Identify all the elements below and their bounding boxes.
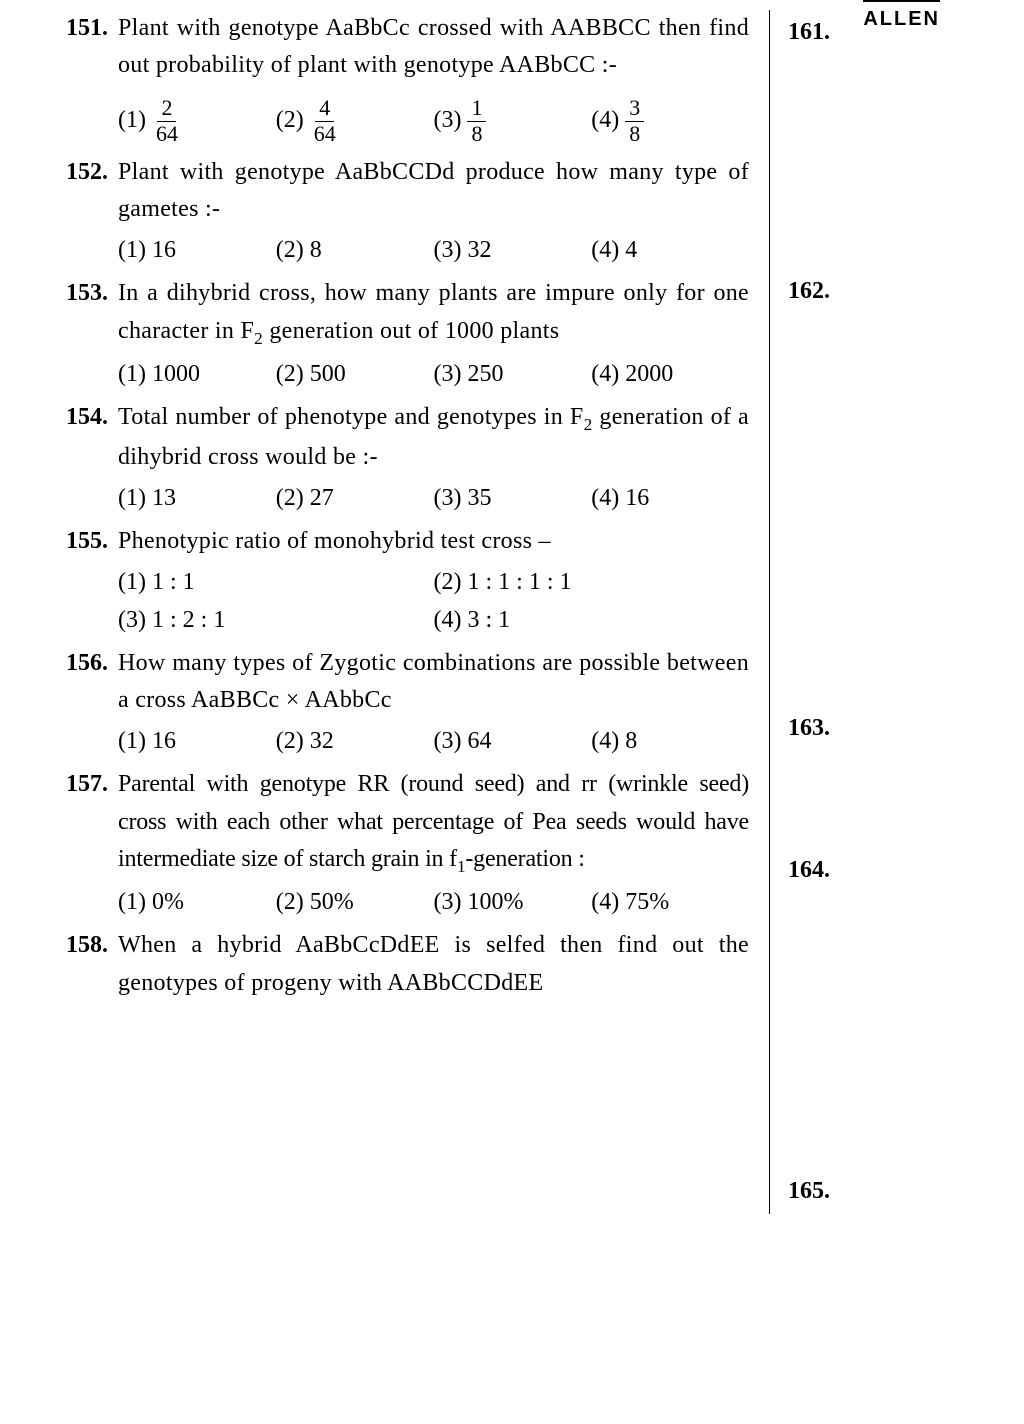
question-text: When a hybrid AaBbCcDdEE is selfed then … (118, 927, 749, 1001)
question-number: 157. (56, 766, 108, 803)
option-label: (1) (118, 102, 146, 139)
option-4: (4) 2000 (591, 356, 749, 393)
fraction: 4 64 (310, 96, 340, 145)
question-text: Total number of phenotype and genotypes … (118, 399, 749, 476)
option-4: (4) 16 (591, 480, 749, 517)
option-3: (3) 100% (434, 884, 592, 921)
question-155: 155. Phenotypic ratio of monohybrid test… (118, 523, 749, 639)
question-154: 154. Total number of phenotype and genot… (118, 399, 749, 517)
option-1: (1) 2 64 (118, 94, 276, 147)
fraction: 1 8 (467, 96, 486, 145)
options-row: (1) 16 (2) 32 (3) 64 (4) 8 (118, 723, 749, 760)
numerator: 3 (625, 96, 644, 121)
option-1: (1) 1 : 1 (118, 564, 434, 601)
option-3: (3) 32 (434, 232, 592, 269)
option-label: (4) (591, 102, 619, 139)
option-2: (2) 1 : 1 : 1 : 1 (434, 564, 750, 601)
subscript: 2 (584, 415, 593, 434)
right-column: 161. 162. 163. 164. 165. (770, 10, 970, 1214)
right-ref-163: 163. (788, 710, 970, 747)
question-number: 151. (56, 10, 108, 47)
question-text: Parental with genotype RR (round seed) a… (118, 766, 749, 880)
question-text-part-b: -generation : (465, 846, 584, 872)
numerator: 2 (157, 96, 176, 121)
question-156: 156. How many types of Zygotic combinati… (118, 645, 749, 761)
option-1: (1) 0% (118, 884, 276, 921)
options-row: (1) 0% (2) 50% (3) 100% (4) 75% (118, 884, 749, 921)
option-3: (3) 250 (434, 356, 592, 393)
options-row: (1) 16 (2) 8 (3) 32 (4) 4 (118, 232, 749, 269)
question-158: 158. When a hybrid AaBbCcDdEE is selfed … (118, 927, 749, 1001)
option-label: (2) (276, 102, 304, 139)
question-number: 155. (56, 523, 108, 560)
question-text: Plant with genotype AaBbCCDd produce how… (118, 154, 749, 228)
option-2: (2) 50% (276, 884, 434, 921)
denominator: 64 (310, 122, 340, 146)
options-row: (1) 1 : 1 (2) 1 : 1 : 1 : 1 (3) 1 : 2 : … (118, 564, 749, 638)
option-1: (1) 16 (118, 723, 276, 760)
question-151: 151. Plant with genotype AaBbCc crossed … (118, 10, 749, 148)
option-4: (4) 3 8 (591, 94, 749, 147)
option-label: (3) (434, 102, 462, 139)
question-text-part-a: Parental with genotype RR (round seed) a… (118, 771, 749, 871)
question-text: How many types of Zygotic combinations a… (118, 645, 749, 719)
question-157: 157. Parental with genotype RR (round se… (118, 766, 749, 921)
question-text: In a dihybrid cross, how many plants are… (118, 275, 749, 352)
options-row: (1) 1000 (2) 500 (3) 250 (4) 2000 (118, 356, 749, 393)
option-2: (2) 4 64 (276, 94, 434, 147)
denominator: 8 (625, 122, 644, 146)
question-number: 152. (56, 154, 108, 191)
option-1: (1) 13 (118, 480, 276, 517)
question-153: 153. In a dihybrid cross, how many plant… (118, 275, 749, 393)
option-3: (3) 35 (434, 480, 592, 517)
right-ref-162: 162. (788, 273, 970, 310)
question-text: Plant with genotype AaBbCc crossed with … (118, 10, 749, 84)
option-1: (1) 16 (118, 232, 276, 269)
question-number: 154. (56, 399, 108, 436)
question-number: 158. (56, 927, 108, 964)
page-container: 151. Plant with genotype AaBbCc crossed … (0, 0, 1024, 1214)
option-4: (4) 4 (591, 232, 749, 269)
question-text-part-b: generation out of 1000 plants (263, 318, 559, 344)
option-4: (4) 8 (591, 723, 749, 760)
left-column: 151. Plant with genotype AaBbCc crossed … (0, 10, 770, 1214)
denominator: 8 (467, 122, 486, 146)
option-2: (2) 500 (276, 356, 434, 393)
option-3: (3) 1 8 (434, 94, 592, 147)
question-number: 153. (56, 275, 108, 312)
denominator: 64 (152, 122, 182, 146)
numerator: 1 (467, 96, 486, 121)
options-row: (1) 13 (2) 27 (3) 35 (4) 16 (118, 480, 749, 517)
right-ref-165: 165. (788, 1173, 970, 1210)
option-2: (2) 27 (276, 480, 434, 517)
option-1: (1) 1000 (118, 356, 276, 393)
option-3: (3) 64 (434, 723, 592, 760)
option-4: (4) 75% (591, 884, 749, 921)
question-152: 152. Plant with genotype AaBbCCDd produc… (118, 154, 749, 270)
question-text-part-a: Total number of phenotype and genotypes … (118, 404, 584, 430)
question-number: 156. (56, 645, 108, 682)
options-row: (1) 2 64 (2) 4 64 (3) 1 (118, 94, 749, 147)
brand-logo: ALLEN (863, 0, 940, 35)
right-ref-164: 164. (788, 852, 970, 889)
fraction: 3 8 (625, 96, 644, 145)
subscript: 2 (254, 328, 263, 347)
question-text: Phenotypic ratio of monohybrid test cros… (118, 523, 749, 560)
option-2: (2) 32 (276, 723, 434, 760)
fraction: 2 64 (152, 96, 182, 145)
numerator: 4 (315, 96, 334, 121)
option-2: (2) 8 (276, 232, 434, 269)
option-4: (4) 3 : 1 (434, 602, 750, 639)
option-3: (3) 1 : 2 : 1 (118, 602, 434, 639)
